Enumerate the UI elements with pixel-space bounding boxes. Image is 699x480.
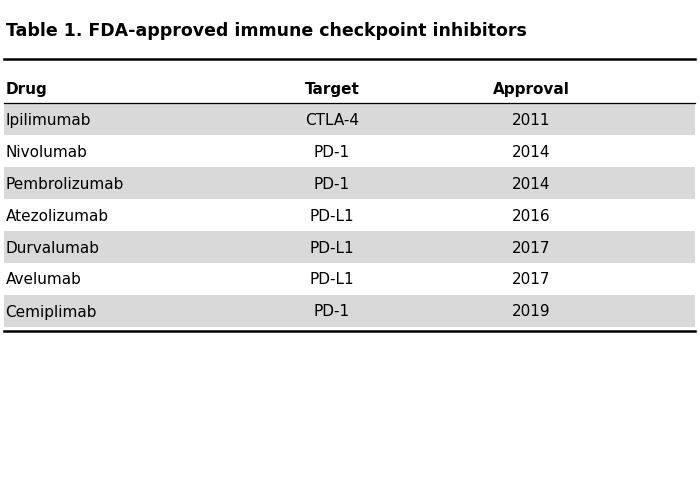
- Text: 2014: 2014: [512, 144, 551, 159]
- Text: Ipilimumab: Ipilimumab: [6, 112, 91, 127]
- Bar: [4, 231, 695, 264]
- Text: 2019: 2019: [512, 304, 551, 319]
- Bar: [4, 104, 695, 136]
- Text: 2016: 2016: [512, 208, 551, 223]
- Text: Durvalumab: Durvalumab: [6, 240, 99, 255]
- Text: PD-1: PD-1: [314, 304, 350, 319]
- Bar: [4, 168, 695, 200]
- Text: 2011: 2011: [512, 112, 551, 127]
- Text: CTLA-4: CTLA-4: [305, 112, 359, 127]
- Text: PD-1: PD-1: [314, 176, 350, 191]
- Text: PD-L1: PD-L1: [310, 272, 354, 287]
- Text: 2014: 2014: [512, 176, 551, 191]
- Text: Cemiplimab: Cemiplimab: [6, 304, 97, 319]
- Text: Approval: Approval: [493, 82, 570, 97]
- Text: PD-L1: PD-L1: [310, 240, 354, 255]
- Text: Pembrolizumab: Pembrolizumab: [6, 176, 124, 191]
- Text: PD-L1: PD-L1: [310, 208, 354, 223]
- Bar: [4, 295, 695, 327]
- Text: 2017: 2017: [512, 272, 551, 287]
- Text: Drug: Drug: [6, 82, 48, 97]
- Text: Nivolumab: Nivolumab: [6, 144, 87, 159]
- Text: Atezolizumab: Atezolizumab: [6, 208, 109, 223]
- Text: Target: Target: [305, 82, 359, 97]
- Text: Table 1. FDA-approved immune checkpoint inhibitors: Table 1. FDA-approved immune checkpoint …: [6, 22, 527, 40]
- Text: 2017: 2017: [512, 240, 551, 255]
- Text: PD-1: PD-1: [314, 144, 350, 159]
- Text: Avelumab: Avelumab: [6, 272, 82, 287]
